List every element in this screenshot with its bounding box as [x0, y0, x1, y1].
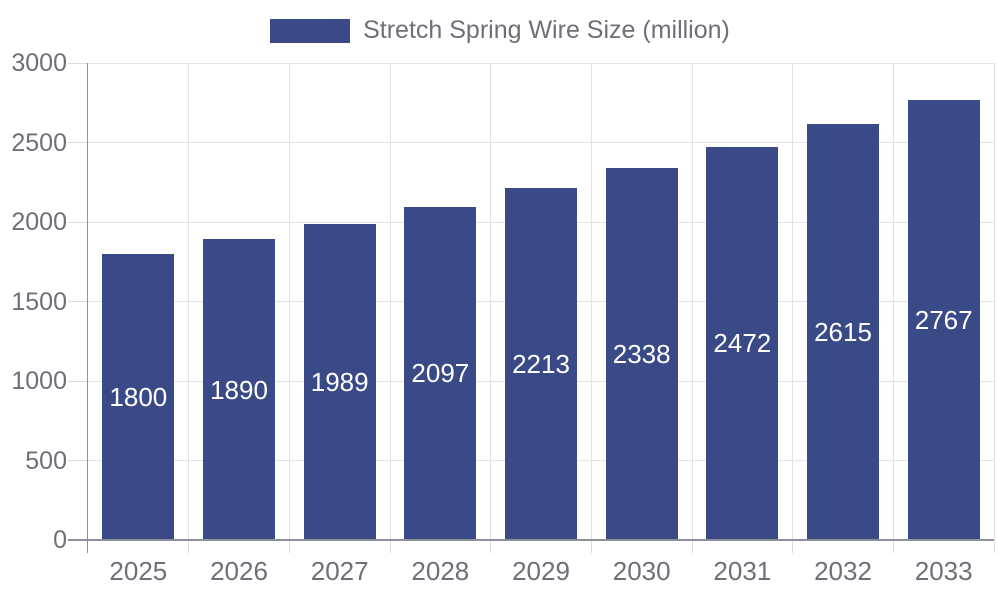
x-axis-line	[68, 539, 994, 541]
v-gridline	[490, 63, 492, 540]
bar-value-label: 2213	[512, 349, 570, 380]
bar-2026[interactable]: 1890	[203, 239, 275, 540]
v-gridline	[188, 63, 190, 540]
y-axis-label: 2500	[11, 128, 67, 157]
x-axis-label-2026: 2026	[210, 556, 268, 586]
bar-value-label: 2097	[411, 358, 470, 389]
x-axis-tick	[389, 540, 391, 553]
plot-area: 1800 1890 1989 2097 2213 2338 2472 2615 2767	[88, 62, 995, 540]
bar-2027[interactable]: 1989	[303, 223, 376, 540]
bar-2032[interactable]: 2615	[807, 124, 879, 540]
bar-2028[interactable]: 2097	[404, 206, 477, 540]
y-axis-tick	[68, 380, 88, 382]
bar-value-label: 1800	[109, 381, 168, 412]
bar-value-label: 2615	[814, 317, 872, 348]
v-gridline	[993, 63, 995, 540]
y-axis-tick	[68, 142, 88, 143]
x-axis-label-2029: 2029	[512, 556, 570, 586]
x-axis-label-2030: 2030	[612, 556, 671, 586]
bar-2030[interactable]: 2338	[605, 168, 678, 540]
y-axis-label: 2000	[11, 208, 67, 236]
bar-2029[interactable]: 2213	[505, 188, 577, 540]
y-axis-label: 500	[25, 446, 67, 475]
x-axis-tick	[892, 540, 894, 553]
x-axis-tick	[188, 540, 190, 553]
x-axis-tick	[792, 540, 794, 553]
h-gridline	[88, 142, 994, 143]
y-axis-label: 0	[53, 526, 67, 554]
x-axis-tick	[691, 540, 693, 553]
y-axis-tick	[68, 62, 88, 64]
bar-value-label: 2338	[612, 339, 671, 370]
v-gridline	[892, 63, 894, 540]
x-axis-label-2028: 2028	[411, 556, 470, 586]
x-axis-tick	[490, 540, 492, 553]
y-axis-line	[86, 63, 88, 553]
y-axis-tick	[68, 221, 88, 223]
v-gridline	[288, 63, 290, 540]
legend-swatch	[270, 18, 351, 43]
bar-2033[interactable]: 2767	[907, 100, 980, 540]
h-gridline	[88, 62, 994, 64]
y-axis-tick	[68, 301, 88, 302]
legend-label: Stretch Spring Wire Size (million)	[363, 16, 730, 44]
v-gridline	[691, 63, 693, 540]
bar-2031[interactable]: 2472	[706, 146, 779, 540]
v-gridline	[389, 63, 391, 540]
bar-2025[interactable]: 1800	[102, 253, 175, 540]
v-gridline	[792, 63, 794, 540]
y-axis-label: 3000	[11, 49, 67, 77]
x-axis-tick	[993, 540, 995, 553]
bar-value-label: 1890	[210, 374, 268, 405]
x-axis-label-2033: 2033	[914, 556, 973, 586]
x-axis-label-2032: 2032	[814, 556, 872, 586]
x-axis-label-2031: 2031	[713, 556, 772, 586]
x-axis-tick	[590, 540, 592, 553]
x-axis-tick	[288, 540, 290, 553]
x-axis-label-2025: 2025	[109, 556, 168, 586]
y-axis-label: 1000	[11, 367, 67, 395]
bar-value-label: 2472	[713, 328, 772, 359]
v-gridline	[590, 63, 592, 540]
y-axis-label: 1500	[11, 287, 67, 316]
y-axis-tick	[68, 460, 88, 461]
x-axis-label-2027: 2027	[310, 556, 369, 586]
bar-value-label: 1989	[310, 366, 369, 397]
legend-item[interactable]: Stretch Spring Wire Size (million)	[0, 18, 1000, 43]
bar-value-label: 2767	[914, 305, 973, 336]
